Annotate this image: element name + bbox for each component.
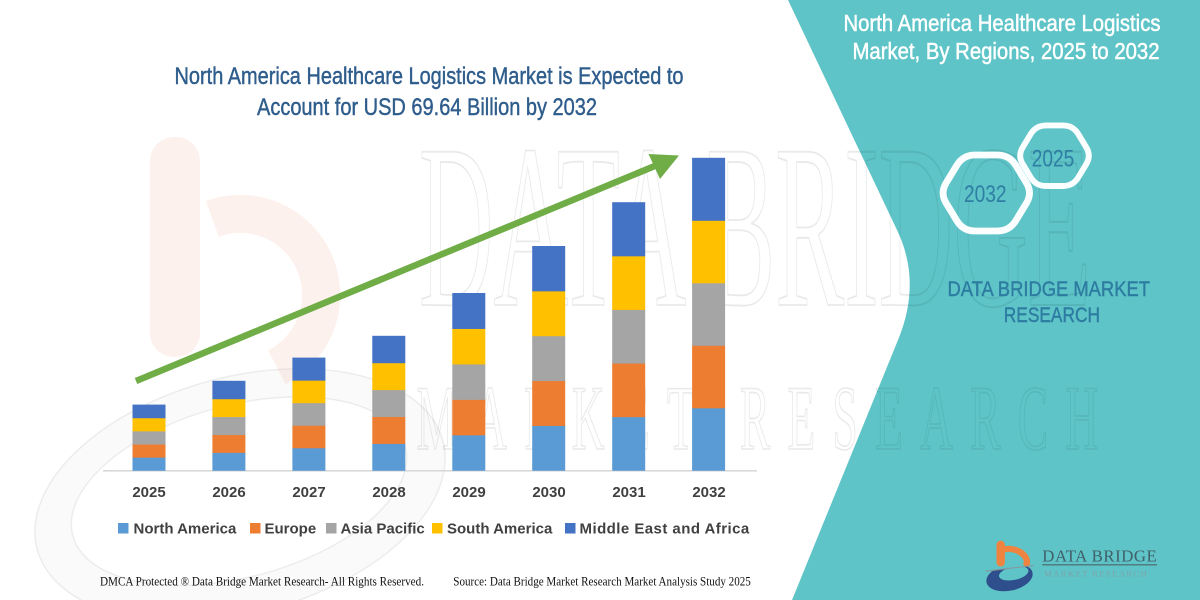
svg-text:RESEARCH: RESEARCH (1004, 304, 1100, 327)
svg-text:Asia Pacific: Asia Pacific (341, 521, 425, 538)
svg-text:2029: 2029 (452, 484, 485, 501)
svg-text:DATA BRIDGE MARKET: DATA BRIDGE MARKET (947, 278, 1150, 301)
svg-text:South America: South America (447, 521, 553, 538)
svg-text:Market, By Regions, 2025 to 20: Market, By Regions, 2025 to 2032 (853, 38, 1160, 64)
svg-text:2027: 2027 (292, 484, 325, 501)
svg-text:Middle East and Africa: Middle East and Africa (580, 521, 750, 538)
svg-text:2032: 2032 (692, 484, 725, 501)
svg-text:North America: North America (134, 521, 237, 538)
svg-text:Source: Data Bridge Market Res: Source: Data Bridge Market Research Mark… (453, 575, 751, 589)
svg-text:2025: 2025 (1032, 146, 1075, 173)
svg-text:DMCA Protected ® Data Bridge M: DMCA Protected ® Data Bridge Market Rese… (100, 575, 424, 589)
svg-text:2030: 2030 (532, 484, 565, 501)
svg-text:DATA BRIDGE: DATA BRIDGE (419, 96, 1091, 356)
svg-text:DATA BRIDGE: DATA BRIDGE (1042, 547, 1157, 566)
svg-text:2028: 2028 (372, 484, 405, 501)
svg-text:MARKET RESEARCH: MARKET RESEARCH (417, 367, 1116, 469)
svg-text:MARKET RESEARCH: MARKET RESEARCH (1044, 568, 1150, 578)
svg-text:2031: 2031 (612, 484, 645, 501)
svg-text:2032: 2032 (964, 181, 1007, 208)
svg-text:2026: 2026 (212, 484, 245, 501)
svg-text:Europe: Europe (265, 521, 317, 538)
svg-text:North America Healthcare Logis: North America Healthcare Logistics (844, 10, 1161, 36)
svg-text:North America Healthcare Logis: North America Healthcare Logistics Marke… (175, 63, 684, 90)
svg-text:2025: 2025 (132, 484, 165, 501)
svg-text:Account for USD 69.64 Billion: Account for USD 69.64 Billion by 2032 (257, 94, 597, 121)
